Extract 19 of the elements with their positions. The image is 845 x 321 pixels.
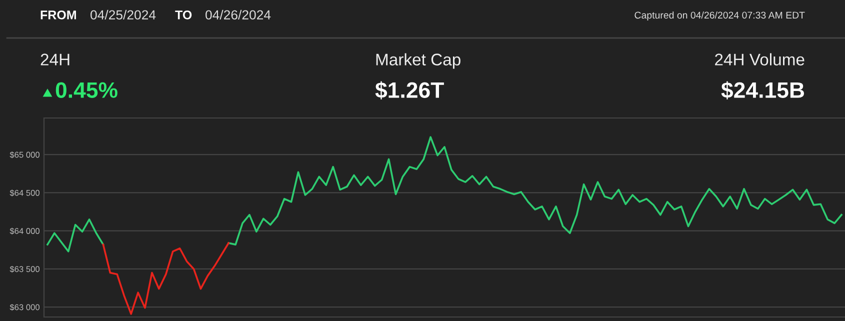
text: $24.15B	[721, 81, 804, 100]
line-series	[228, 136, 842, 246]
text: 24H	[40, 54, 70, 66]
text: Market Cap	[376, 53, 460, 69]
text: $1.26T	[375, 81, 444, 100]
text: Captured on 04/26/2024 07:33 AM EDT	[634, 11, 805, 21]
y-tick-label: $63 500	[10, 266, 40, 273]
text: 04/25/2024	[90, 10, 156, 20]
y-tick-label: $63 000	[10, 304, 40, 311]
y-tick-label: $64 500	[10, 190, 40, 196]
line-series	[102, 242, 230, 315]
text: FROM	[40, 10, 76, 20]
text: TO	[175, 10, 192, 20]
text: 24H Volume	[715, 53, 804, 66]
y-tick-label: $64 000	[10, 228, 40, 234]
y-tick-label: $65 000	[10, 151, 40, 158]
text: 0.45%	[56, 82, 118, 98]
line-series	[46, 218, 104, 252]
text: 04/26/2024	[206, 10, 271, 20]
